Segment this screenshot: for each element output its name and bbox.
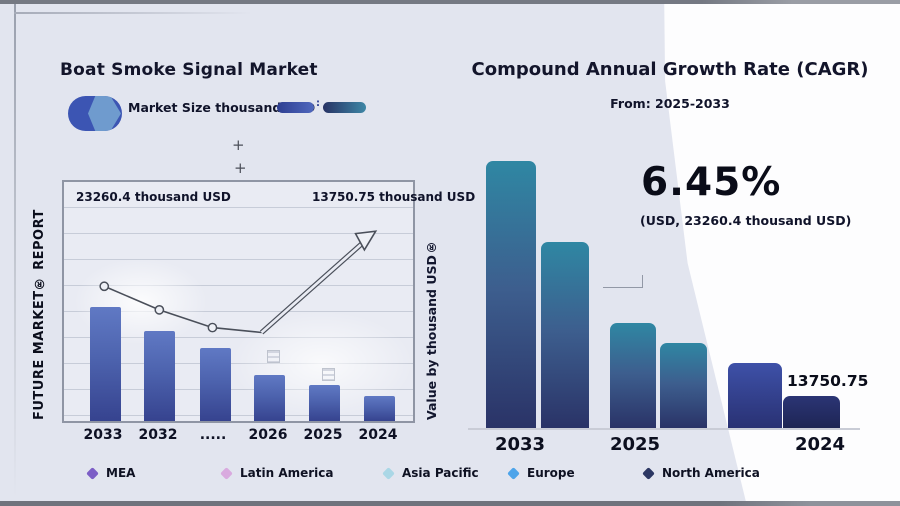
gradient-pill-icon-1 [277, 102, 314, 113]
right-bar-4 [728, 363, 782, 428]
legend-item-latin-america: Latin America [220, 466, 334, 480]
cagr-bar-chart [468, 150, 860, 430]
trend-marker-icon [207, 322, 218, 333]
left-bar-2033 [90, 307, 121, 421]
trend-line-markers [99, 281, 218, 333]
growth-arrow-head [354, 230, 378, 252]
market-size-subtitle: Market Size thousand USD [128, 100, 316, 115]
top-border-strip [0, 0, 900, 4]
trend-line-overlay [99, 230, 378, 335]
left-x-label: 2025 [303, 427, 343, 443]
plus-mark-icon: + [234, 159, 247, 177]
legend-item-asia-pacific: Asia Pacific [382, 466, 479, 480]
market-size-chart: 23260.4 thousand USD 13750.75 thousand U… [62, 180, 475, 423]
legend-item-mea: MEA [86, 466, 136, 480]
top-frame-line [14, 12, 252, 14]
step-line-decoration [603, 275, 643, 288]
legend-label: MEA [106, 466, 136, 480]
table-glyph-icon [322, 368, 335, 381]
right-x-label: 2024 [794, 434, 846, 455]
cagr-title: Compound Annual Growth Rate (CAGR) [471, 59, 869, 80]
left-bar-..... [200, 348, 231, 421]
left-x-label: 2024 [358, 427, 398, 443]
table-glyph-icon [267, 350, 280, 363]
cagr-percentage: 6.45% [641, 160, 782, 205]
region-legend: MEA Latin America Asia Pacific Europe North … [0, 460, 900, 494]
right-bar-2 [610, 323, 656, 428]
left-x-label: ..... [199, 427, 227, 443]
left-frame-line [14, 4, 16, 498]
bar-value-label-2024: 13750.75 [787, 372, 869, 390]
right-bar-5 [783, 396, 840, 428]
legend-label: Europe [527, 466, 575, 480]
left-x-label: 2032 [138, 427, 178, 443]
left-bar-2026 [254, 375, 285, 421]
left-bar-2024 [364, 396, 395, 421]
legend-label: Asia Pacific [402, 466, 479, 480]
right-x-label: 2033 [494, 434, 546, 455]
chart-label-2033-value: 23260.4 thousand USD [76, 190, 231, 204]
bottom-border-strip [0, 501, 900, 506]
right-bar-0 [486, 161, 536, 428]
plus-mark-icon: + [232, 136, 245, 154]
growth-arrow-shaft-inner [260, 239, 366, 334]
legend-item-north-america: North America [642, 466, 760, 480]
cagr-note: (USD, 23260.4 thousand USD) [640, 213, 852, 228]
legend-diamond-icon [86, 466, 99, 480]
right-x-label: 2025 [609, 434, 661, 455]
legend-item-europe: Europe [507, 466, 575, 480]
legend-label: Latin America [240, 466, 334, 480]
legend-diamond-icon [507, 466, 520, 480]
cagr-period: From: 2025-2033 [610, 96, 730, 111]
legend-label: North America [662, 466, 760, 480]
gradient-pill-icon-2 [323, 102, 366, 113]
right-bar-3 [660, 343, 707, 428]
cylinder-icon-highlight [88, 96, 121, 131]
legend-diamond-icon [382, 466, 395, 480]
page-title: Boat Smoke Signal Market [60, 60, 318, 80]
trend-marker-icon [154, 304, 165, 315]
chart-label-2024-value: 13750.75 thousand USD [312, 190, 476, 204]
legend-diamond-icon [642, 466, 655, 480]
right-bar-1 [541, 242, 589, 428]
left-bar-2032 [144, 331, 175, 421]
trend-marker-icon [99, 281, 110, 292]
cylinder-icon [68, 96, 122, 131]
trend-line [103, 285, 262, 334]
left-x-label: 2033 [83, 427, 123, 443]
brand-watermark: FUTURE MARKET® REPORT [32, 209, 47, 420]
y-axis-label: Value by thousand USD® [424, 240, 439, 420]
legend-diamond-icon [220, 466, 233, 480]
left-bar-2025 [309, 385, 340, 421]
left-x-label: 2026 [248, 427, 288, 443]
pill-colon-separator: : [316, 98, 320, 109]
